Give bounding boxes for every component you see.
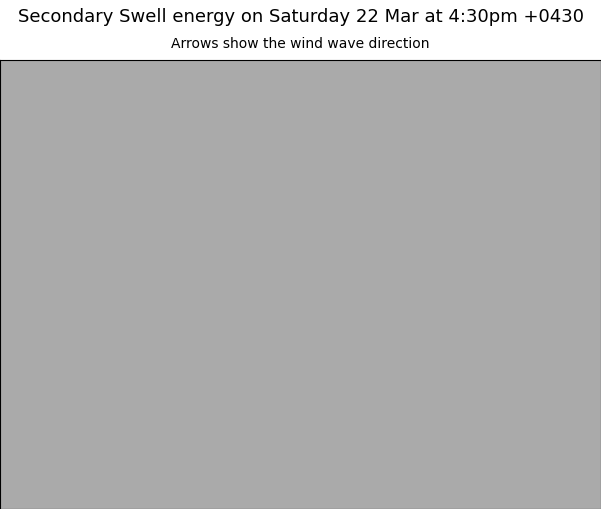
Text: Secondary Swell energy on Saturday 22 Mar at 4:30pm +0430: Secondary Swell energy on Saturday 22 Ma… <box>17 8 584 26</box>
Text: Arrows show the wind wave direction: Arrows show the wind wave direction <box>171 37 430 51</box>
